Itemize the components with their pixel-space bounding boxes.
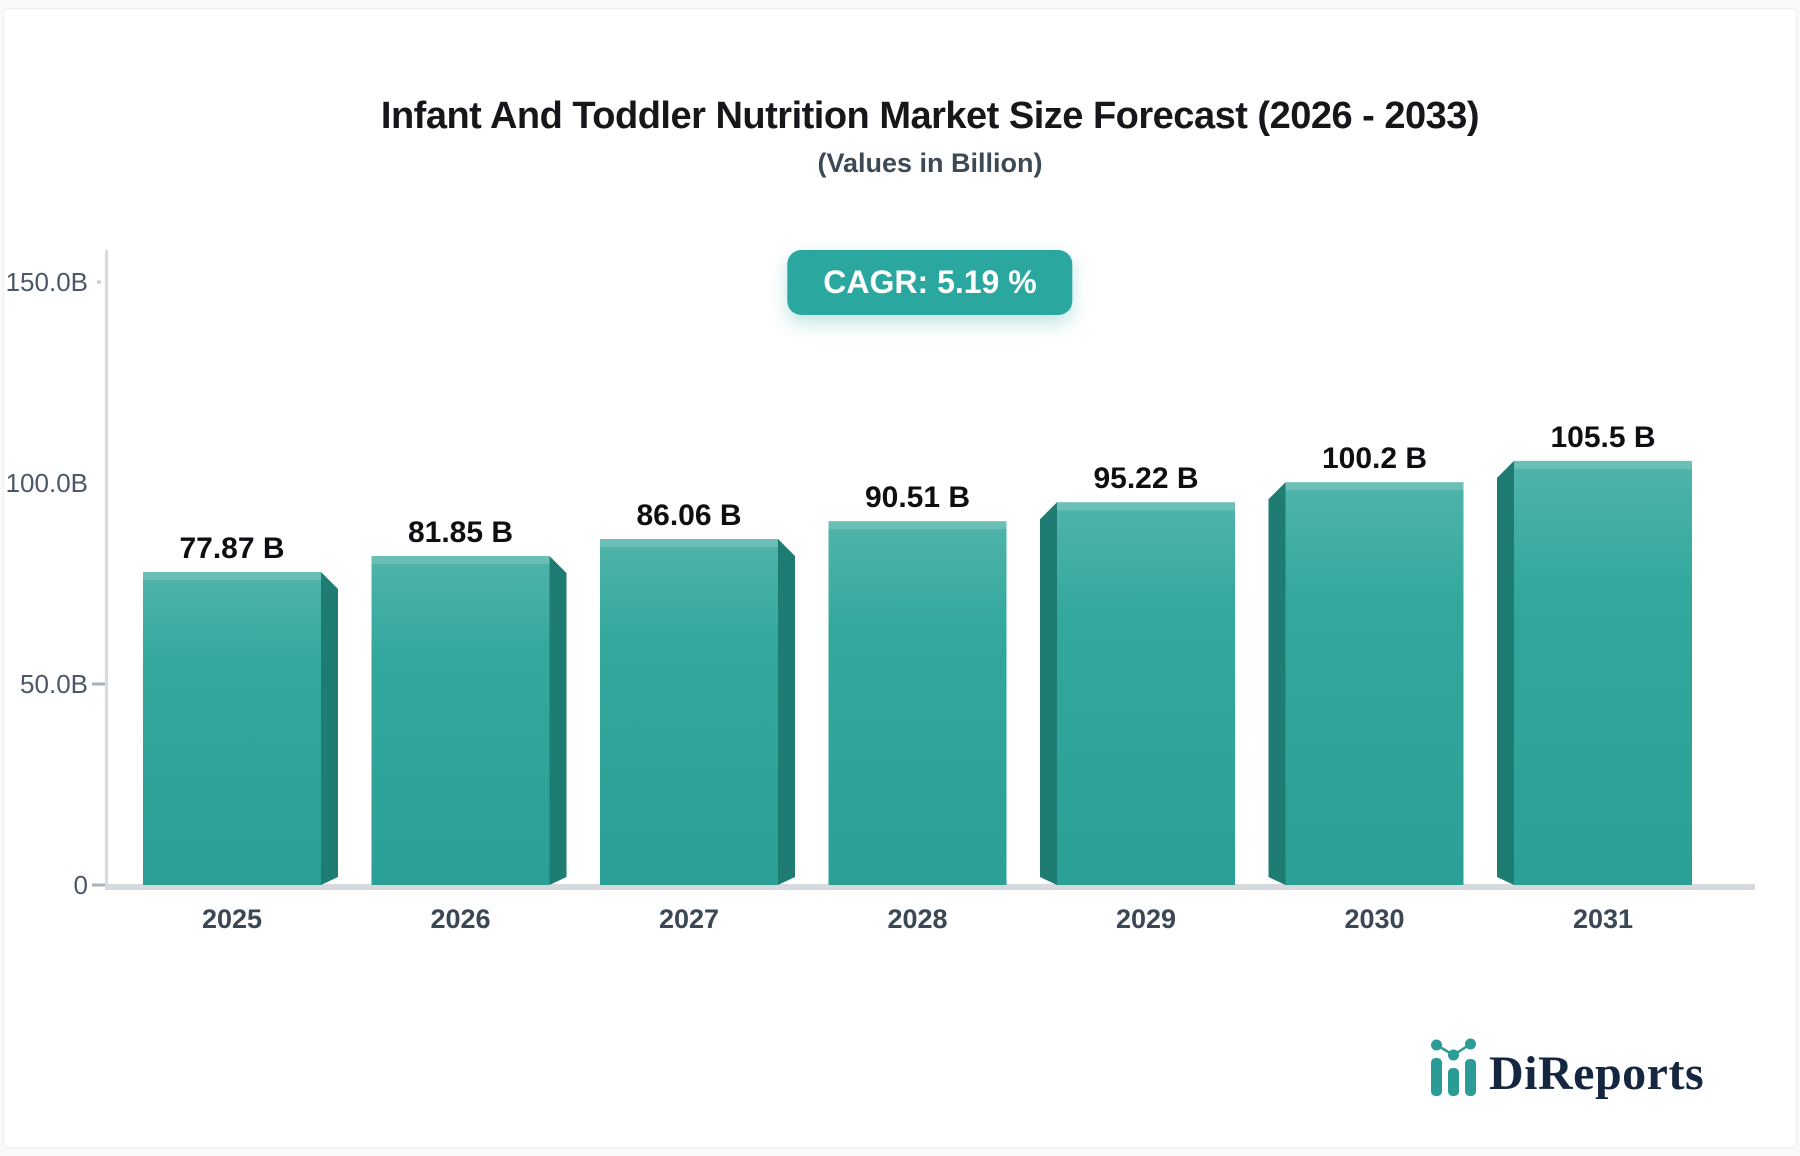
chart-bar-2028[interactable]: [828, 521, 1007, 885]
bar-top-highlight: [600, 539, 778, 548]
chart-bar-2025[interactable]: [143, 571, 321, 885]
direports-logo: DiReports: [1430, 1036, 1704, 1098]
bar-value-label-6: 105.5 B: [1550, 421, 1655, 454]
y-tick-mark: [97, 280, 101, 284]
bar-top-highlight: [828, 521, 1007, 530]
y-tick-label-3: 0: [74, 870, 88, 900]
bar-side-face: [1040, 502, 1057, 885]
x-axis-label-2025: 2025: [202, 904, 262, 934]
x-axis-label-2031: 2031: [1573, 904, 1633, 934]
bar-side-face: [1268, 482, 1286, 885]
y-tick-mark: [92, 883, 105, 887]
y-tick-label-2: 50.0B: [20, 669, 88, 699]
cagr-badge: CAGR: 5.19 %: [787, 250, 1073, 315]
logo-wordmark: DiReports: [1489, 1047, 1705, 1100]
y-tick-label-1: 100.0B: [6, 468, 88, 498]
x-axis-label-2028: 2028: [887, 904, 947, 934]
bar-value-label-4: 95.22 B: [1093, 462, 1198, 495]
y-tick-label-0: 150.0B: [6, 267, 88, 297]
bar-side-face: [1497, 460, 1514, 885]
chart-subtitle: (Values in Billion): [817, 148, 1043, 178]
bar-top-highlight: [1514, 460, 1692, 469]
mini-bar-chart-logo-icon: [1431, 1038, 1476, 1096]
y-tick-mark: [92, 682, 105, 686]
chart-bar-2029[interactable]: [1057, 502, 1235, 885]
bar-side-face: [321, 571, 338, 885]
bar-value-label-1: 81.85 B: [408, 516, 513, 549]
chart-title: Infant And Toddler Nutrition Market Size…: [380, 95, 1480, 137]
y-axis-line: [105, 250, 108, 889]
x-axis-label-2030: 2030: [1344, 904, 1404, 934]
x-axis-line: [105, 884, 1755, 890]
chart-bar-2030[interactable]: [1285, 482, 1464, 885]
bar-top-highlight: [143, 571, 321, 580]
bar-value-label-3: 90.51 B: [865, 481, 970, 514]
x-axis-label-2027: 2027: [659, 904, 719, 934]
bar-side-face: [549, 555, 567, 885]
bar-side-face: [778, 539, 795, 885]
bar-value-label-0: 77.87 B: [179, 532, 284, 565]
x-axis-label-2026: 2026: [430, 904, 490, 934]
bar-top-highlight: [1057, 502, 1235, 511]
chart-bar-2026[interactable]: [371, 555, 550, 885]
bar-value-label-5: 100.2 B: [1322, 442, 1427, 475]
x-axis-label-2029: 2029: [1116, 904, 1176, 934]
bar-top-highlight: [371, 555, 550, 564]
bar-top-highlight: [1285, 482, 1464, 491]
chart-bar-2027[interactable]: [600, 539, 778, 885]
bar-value-label-2: 86.06 B: [636, 499, 741, 532]
chart-bar-2031[interactable]: [1514, 460, 1692, 885]
